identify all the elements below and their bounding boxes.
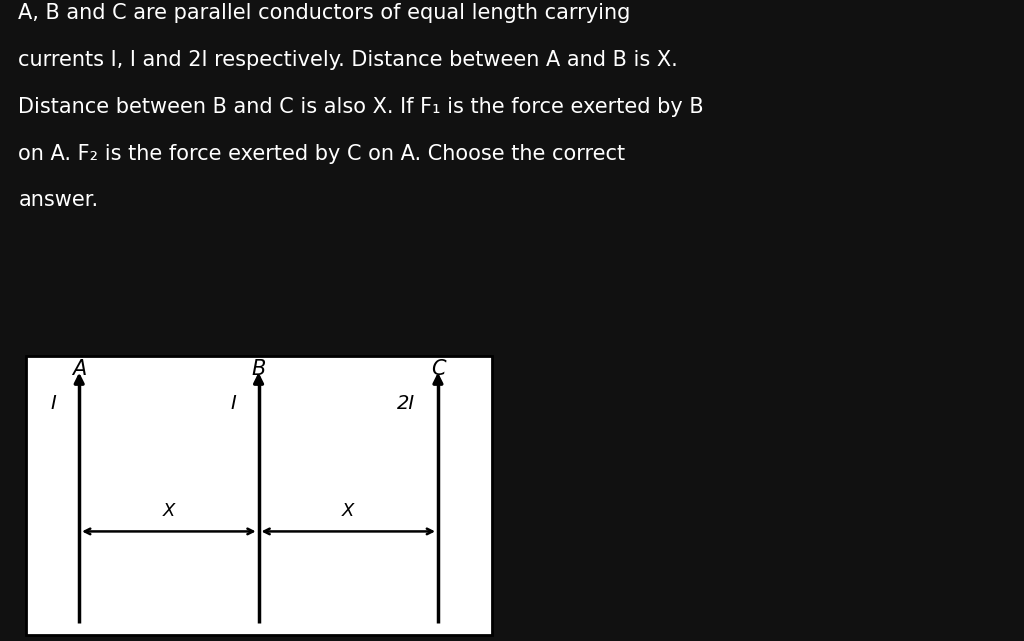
Text: answer.: answer. [18,190,98,210]
Text: on A. F₂ is the force exerted by C on A. Choose the correct: on A. F₂ is the force exerted by C on A.… [18,144,626,163]
Text: currents I, I and 2I respectively. Distance between A and B is X.: currents I, I and 2I respectively. Dista… [18,50,678,70]
Text: I: I [51,394,56,413]
Text: A, B and C are parallel conductors of equal length carrying: A, B and C are parallel conductors of eq… [18,3,631,23]
Text: X: X [163,502,175,520]
Text: Distance between B and C is also X. If F₁ is the force exerted by B: Distance between B and C is also X. If F… [18,97,705,117]
Text: X: X [342,502,354,520]
Text: A: A [72,358,86,379]
Text: C: C [431,358,445,379]
Text: B: B [251,358,266,379]
FancyBboxPatch shape [26,356,492,635]
Text: I: I [230,394,236,413]
Text: 2I: 2I [397,394,416,413]
